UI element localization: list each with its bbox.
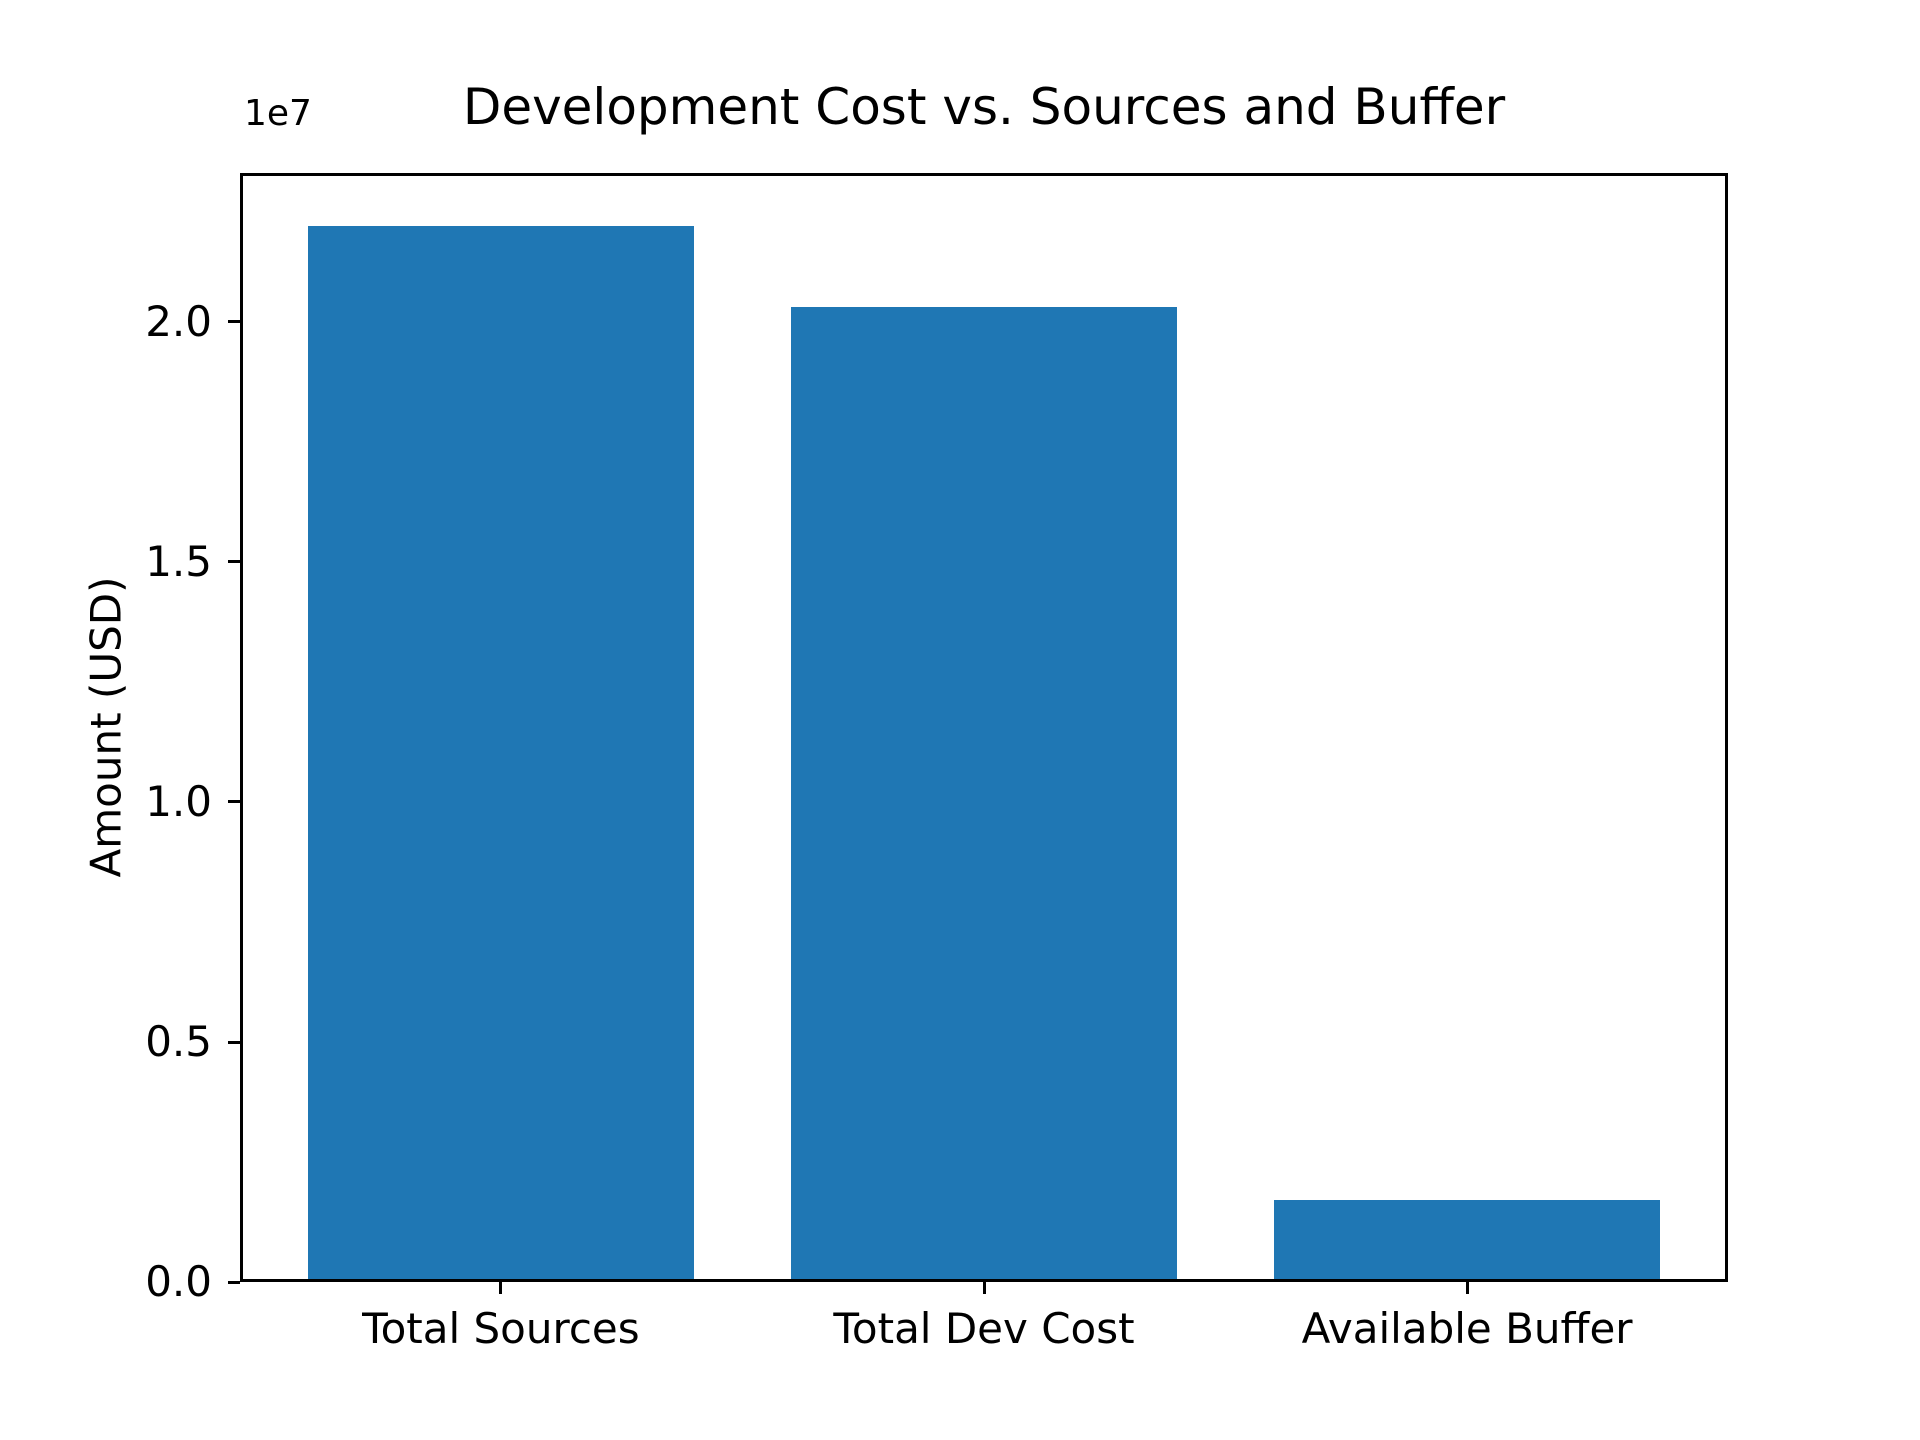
y-tick-label: 1.5 bbox=[145, 536, 212, 586]
plot-area bbox=[240, 173, 1728, 1282]
y-tick-mark bbox=[228, 800, 240, 804]
bar-available-buffer bbox=[1273, 1200, 1661, 1282]
bar-total-dev-cost bbox=[790, 307, 1178, 1282]
x-tick-mark bbox=[982, 1282, 986, 1294]
y-tick-label: 0.5 bbox=[145, 1017, 212, 1066]
y-tick-mark bbox=[228, 1280, 240, 1284]
y-axis-offset-text: 1e7 bbox=[244, 93, 312, 134]
x-tick-label-total-sources: Total Sources bbox=[362, 1304, 640, 1353]
y-tick-label: 1.0 bbox=[145, 776, 212, 826]
x-tick-label-total-dev-cost: Total Dev Cost bbox=[833, 1304, 1135, 1353]
y-tick-label: 0.0 bbox=[145, 1257, 212, 1306]
y-tick-mark bbox=[228, 320, 240, 324]
y-tick-label: 2.0 bbox=[145, 296, 212, 346]
x-tick-mark bbox=[1465, 1282, 1469, 1294]
y-tick-mark bbox=[228, 1040, 240, 1044]
x-tick-mark bbox=[499, 1282, 503, 1294]
y-tick-mark bbox=[228, 560, 240, 564]
x-tick-label-available-buffer: Available Buffer bbox=[1301, 1304, 1633, 1353]
bar-total-sources bbox=[307, 225, 695, 1282]
chart-title: Development Cost vs. Sources and Buffer bbox=[462, 78, 1506, 136]
